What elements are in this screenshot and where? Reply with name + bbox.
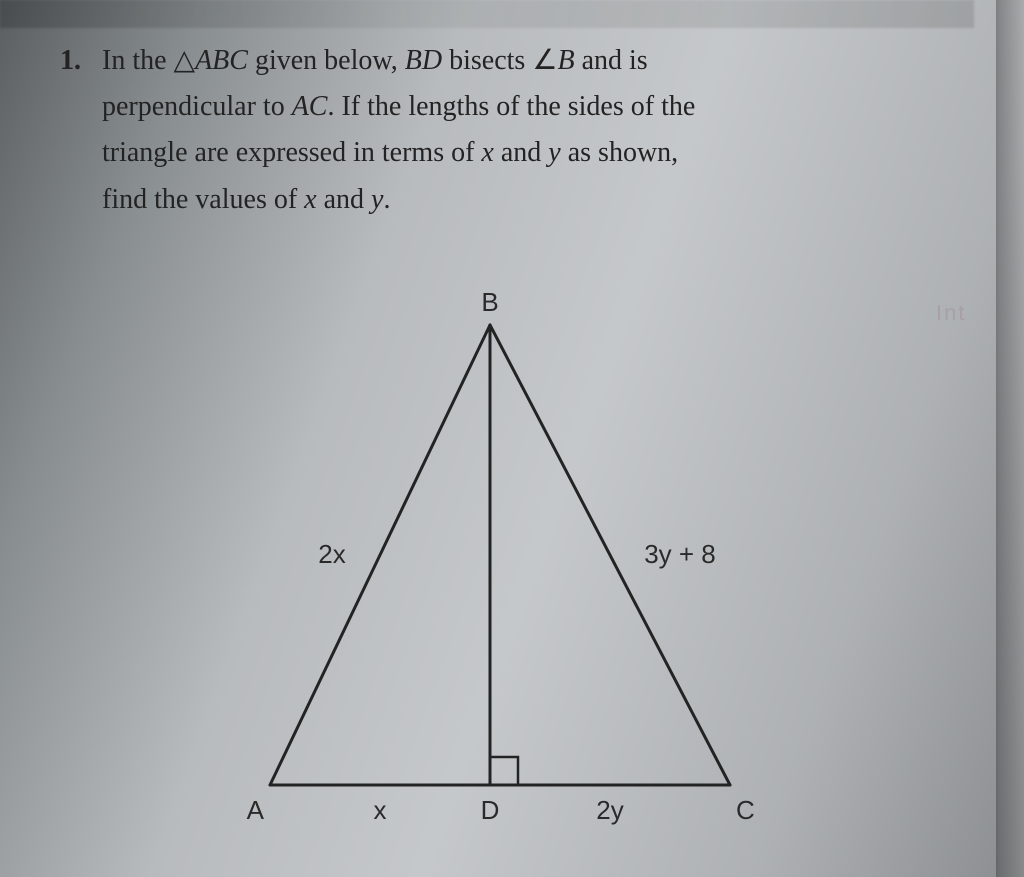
math-y: y <box>548 137 560 168</box>
page-header-shadow <box>0 0 974 28</box>
text-fragment: triangle are expressed in terms of <box>102 137 481 168</box>
math-abc: ABC <box>195 45 248 76</box>
math-b: B <box>557 45 574 76</box>
text-fragment: bisects <box>442 45 532 76</box>
question-line-2: perpendicular to AC. If the lengths of t… <box>102 84 882 130</box>
angle-symbol: ∠ <box>532 45 557 76</box>
text-fragment: find the values of <box>102 184 304 215</box>
text-fragment: perpendicular to <box>102 91 292 122</box>
text-fragment: . If the lengths of the sides of the <box>327 91 695 122</box>
question-line-3: triangle are expressed in terms of x and… <box>102 130 882 176</box>
question-text: 1. In the △ABC given below, BD bisects ∠… <box>102 38 882 223</box>
text-fragment: and <box>494 137 548 168</box>
vertex-label-d: D <box>481 795 500 825</box>
text-fragment: In the <box>102 45 174 76</box>
segment-label-dc: 2y <box>596 795 623 825</box>
math-bd: BD <box>405 45 442 76</box>
page-right-edge <box>996 0 998 877</box>
triangle-diagram: B A D C 2x 3y + 8 x 2y <box>210 285 790 845</box>
math-x: x <box>304 184 316 215</box>
segment-label-ad: x <box>374 795 387 825</box>
vertex-label-b: B <box>481 287 498 317</box>
text-fragment: . <box>383 184 390 215</box>
question-line-4: find the values of x and y. <box>102 177 882 223</box>
math-ac: AC <box>292 91 328 122</box>
question-number: 1. <box>60 38 81 84</box>
triangle-symbol: △ <box>174 45 196 76</box>
vertex-label-c: C <box>736 795 755 825</box>
vertex-label-a: A <box>247 795 265 825</box>
text-fragment: and <box>317 184 371 215</box>
text-fragment: as shown, <box>561 137 678 168</box>
math-x: x <box>481 137 493 168</box>
side-label-ab: 2x <box>318 539 345 569</box>
math-y: y <box>371 184 383 215</box>
side-label-bc: 3y + 8 <box>644 539 716 569</box>
page-right-shadow <box>998 0 1024 877</box>
faint-margin-text: Int <box>935 300 966 326</box>
text-fragment: and is <box>575 45 648 76</box>
right-angle-mark <box>490 757 518 785</box>
question-line-1: In the △ABC given below, BD bisects ∠B a… <box>102 38 882 84</box>
text-fragment: given below, <box>248 45 405 76</box>
